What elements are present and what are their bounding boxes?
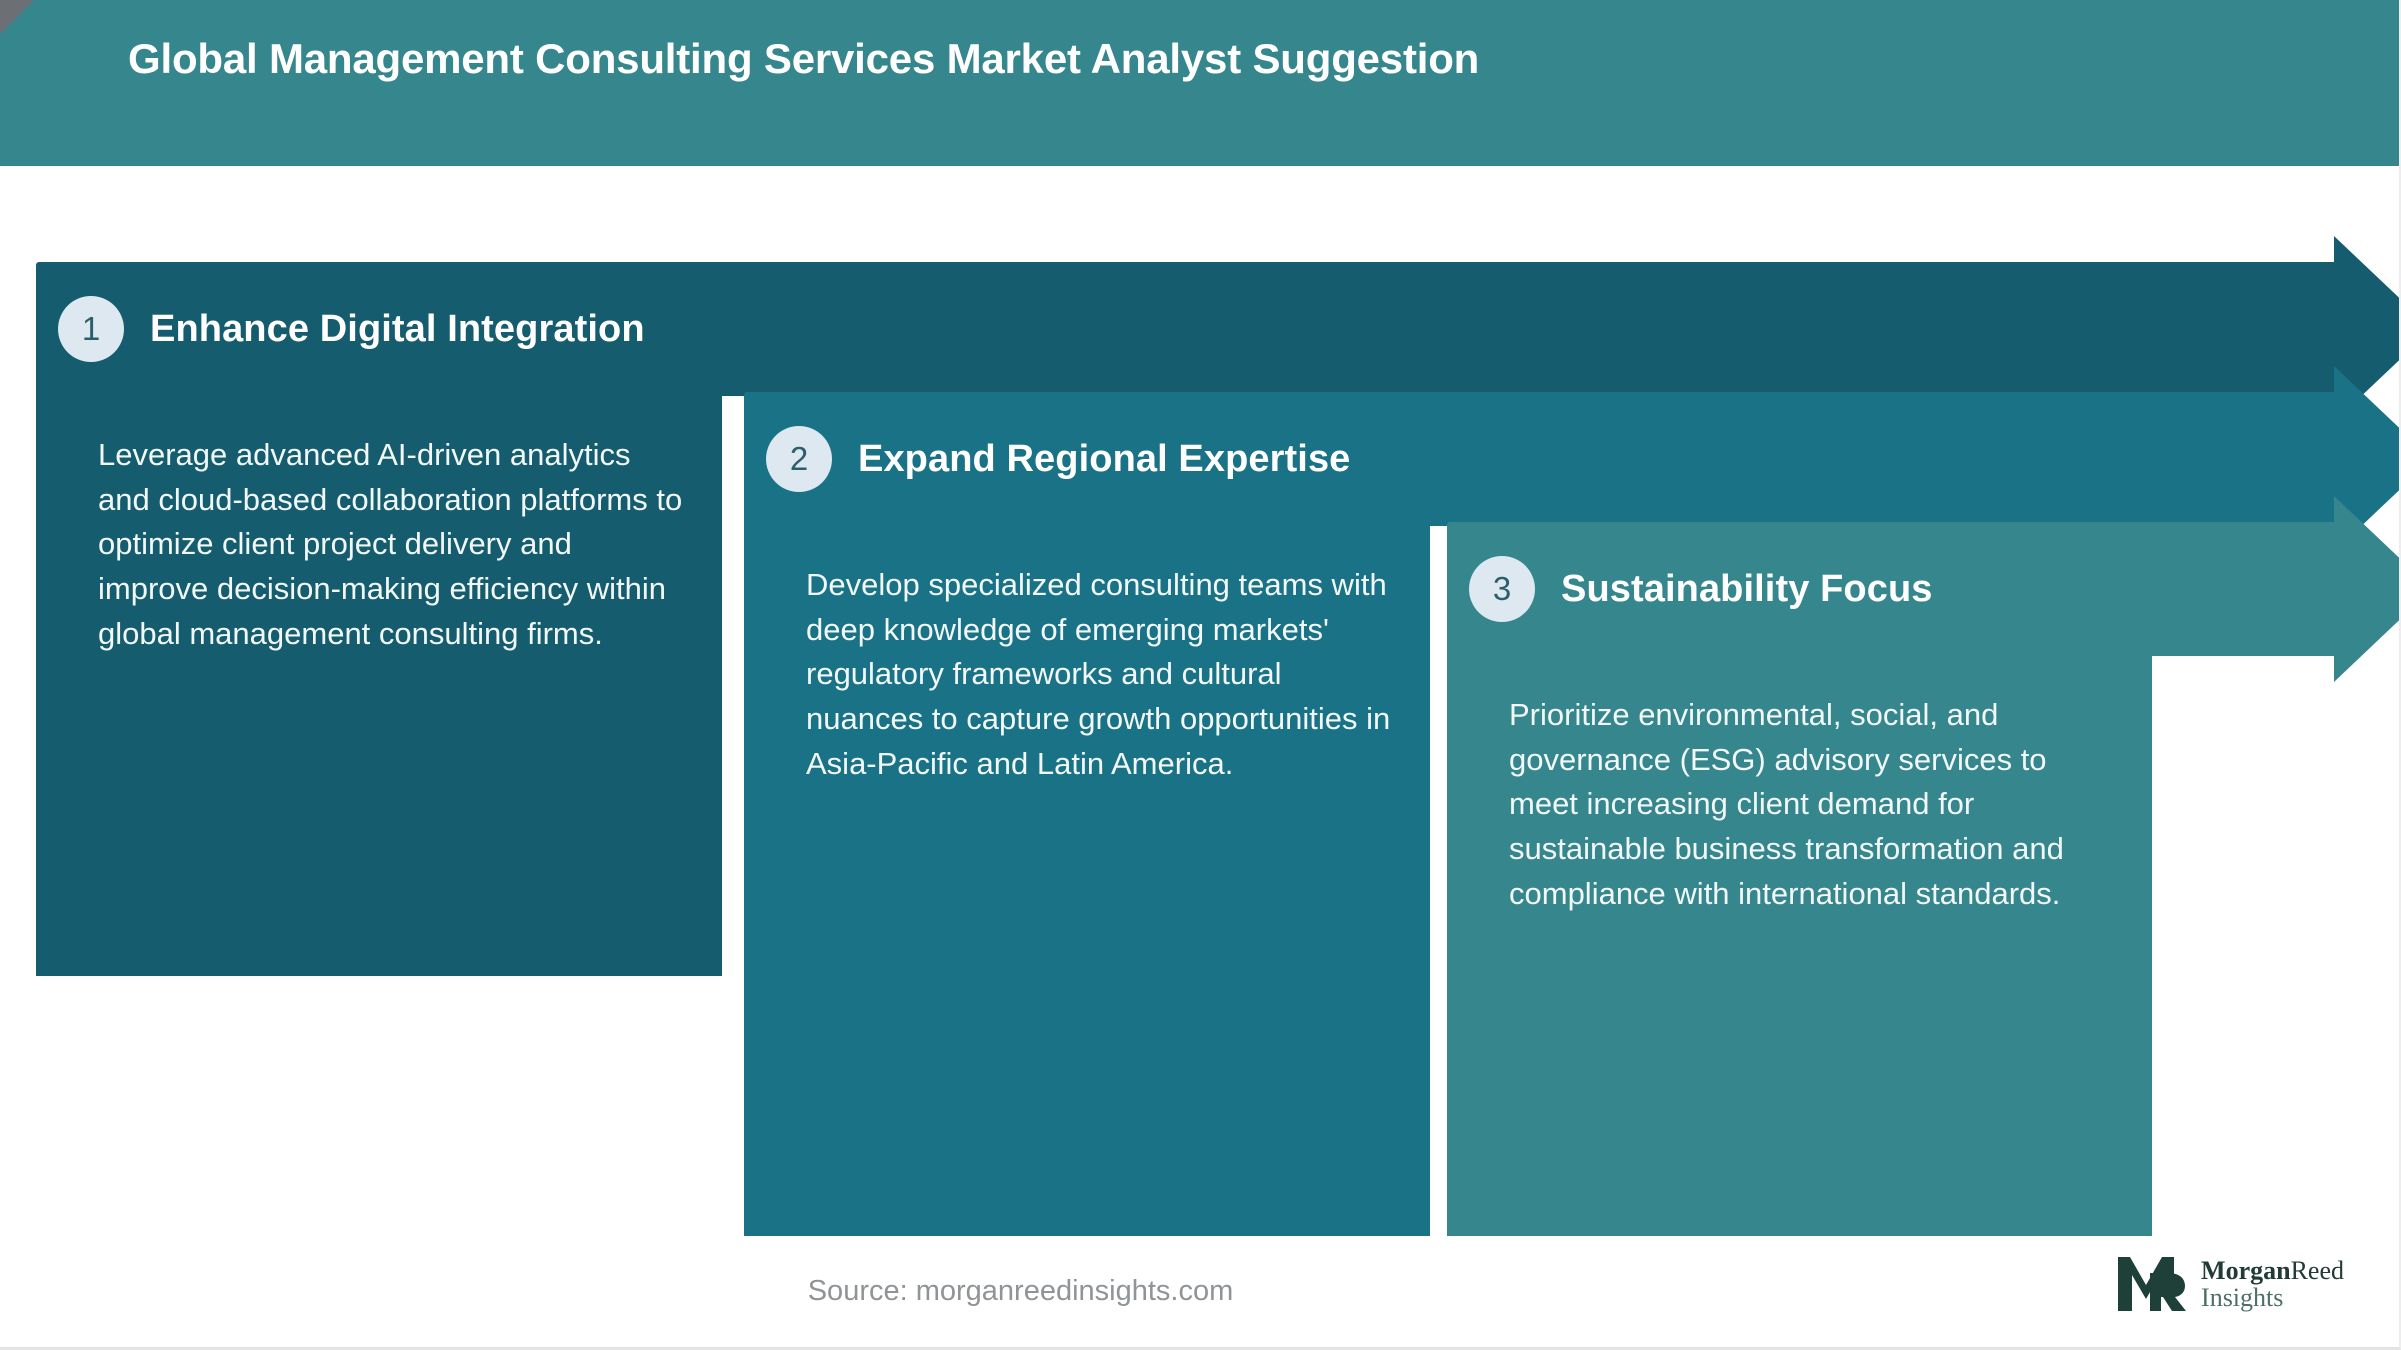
logo-name-regular: Reed <box>2290 1255 2344 1285</box>
source-attribution: Source: morganreedinsights.com <box>0 1275 2399 1308</box>
mr-monogram-icon <box>2116 1255 2188 1313</box>
logo-wordmark: MorganReed Insights <box>2201 1257 2344 1311</box>
arrow-head-2-icon <box>2246 366 2399 552</box>
step-description-panel-1: Leverage advanced AI-driven analytics an… <box>36 389 722 976</box>
source-text: Source: morganreedinsights.com <box>807 1275 1234 1307</box>
step-number-badge-1: 1 <box>58 296 124 362</box>
step-band-1-body <box>36 262 2246 396</box>
step-description-3: Prioritize environmental, social, and go… <box>1509 697 2064 911</box>
step-description-panel-3: Prioritize environmental, social, and go… <box>1447 649 2152 1236</box>
logo-name-line: MorganReed <box>2201 1256 2344 1285</box>
step-description-panel-2: Develop specialized consulting teams wit… <box>744 519 1430 1236</box>
step-title-2: Expand Regional Expertise <box>858 437 1351 480</box>
arrow-band-group: 1 Enhance Digital Integration 2 Expand R… <box>0 166 2399 1166</box>
step-band-2-label: 2 Expand Regional Expertise <box>766 392 1350 526</box>
step-band-1-label: 1 Enhance Digital Integration <box>58 262 645 396</box>
logo-tagline: Insights <box>2201 1283 2284 1312</box>
arrow-head-3-icon <box>2246 496 2399 682</box>
step-description-2: Develop specialized consulting teams wit… <box>806 567 1391 781</box>
step-band-3-label: 3 Sustainability Focus <box>1469 522 1933 656</box>
logo-name-bold: Morgan <box>2201 1255 2291 1285</box>
arrow-head-1-icon <box>2246 236 2399 422</box>
step-description-1: Leverage advanced AI-driven analytics an… <box>98 437 683 651</box>
brand-logo: MorganReed Insights <box>2116 1255 2344 1313</box>
page-header: Global Management Consulting Services Ma… <box>0 0 2399 166</box>
step-number-badge-3: 3 <box>1469 556 1535 622</box>
step-title-3: Sustainability Focus <box>1561 567 1933 610</box>
step-band-2-body <box>744 392 2246 526</box>
step-title-1: Enhance Digital Integration <box>150 307 645 350</box>
step-number-badge-2: 2 <box>766 426 832 492</box>
corner-notch-icon <box>0 0 34 34</box>
page-title: Global Management Consulting Services Ma… <box>128 35 1480 82</box>
step-band-3-body <box>1447 522 2246 656</box>
